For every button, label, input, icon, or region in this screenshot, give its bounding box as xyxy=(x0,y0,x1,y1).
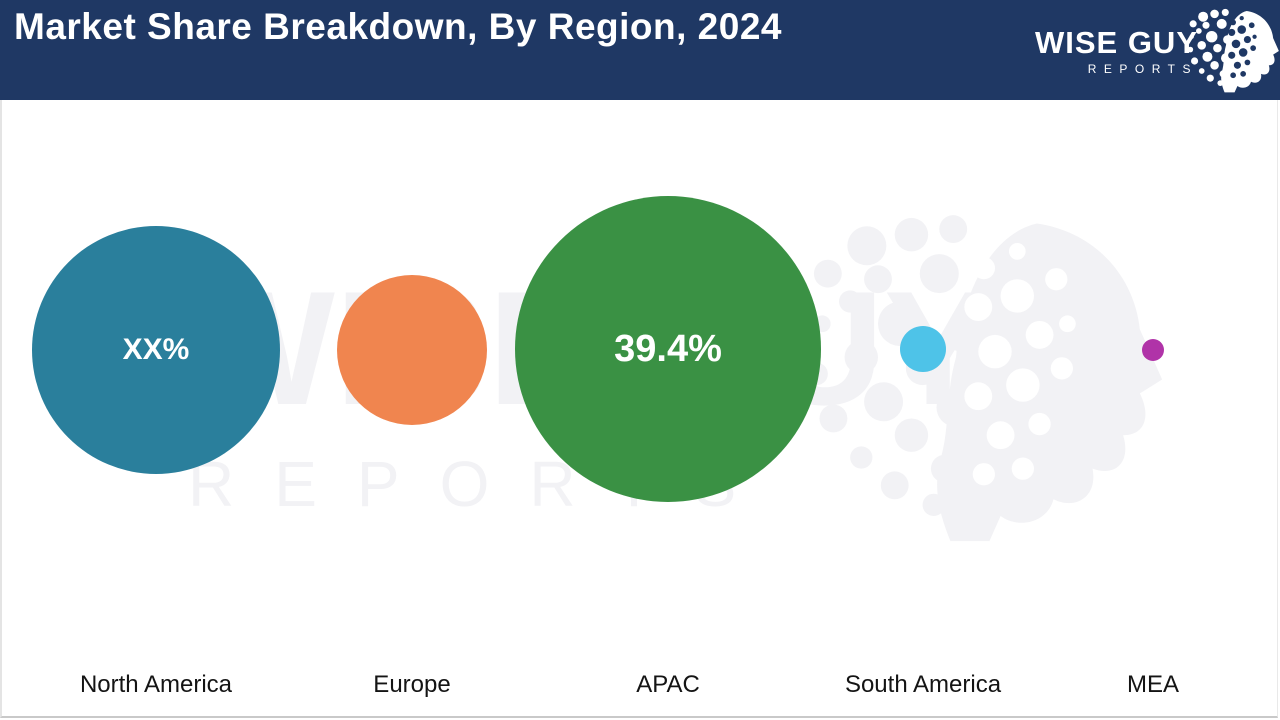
category-label-north-america: North America xyxy=(79,671,233,698)
category-label-south-america: South America xyxy=(844,671,1002,698)
bubble-south-america xyxy=(900,326,946,372)
brand-logo-text: WISE GUY REPORTS xyxy=(1034,25,1198,77)
brand-subtitle: REPORTS xyxy=(1087,62,1198,76)
bubble-north-america: XX% xyxy=(32,226,280,474)
bubble-value-label: XX% xyxy=(122,333,190,366)
page-title: Market Share Breakdown, By Region, 2024 xyxy=(14,6,782,47)
category-label-mea: MEA xyxy=(1126,671,1180,698)
chart-canvas: WISE GUY REPORTS XX%39.4% North AmericaE… xyxy=(0,100,1278,718)
bubble-apac: 39.4% xyxy=(515,196,821,502)
bubble-europe xyxy=(337,275,487,425)
category-label-europe: Europe xyxy=(373,671,451,698)
brand-name: WISE GUY xyxy=(1034,25,1198,60)
brand-logo: WISE GUY REPORTS xyxy=(1026,6,1279,96)
watermark-head-icon xyxy=(805,215,1163,542)
brand-head-icon xyxy=(1187,8,1279,93)
category-label-apac: APAC xyxy=(636,671,700,698)
header-bar: Market Share Breakdown, By Region, 2024 … xyxy=(0,0,1280,100)
bubble-value-label: 39.4% xyxy=(614,327,722,370)
bubble-mea xyxy=(1142,339,1164,361)
